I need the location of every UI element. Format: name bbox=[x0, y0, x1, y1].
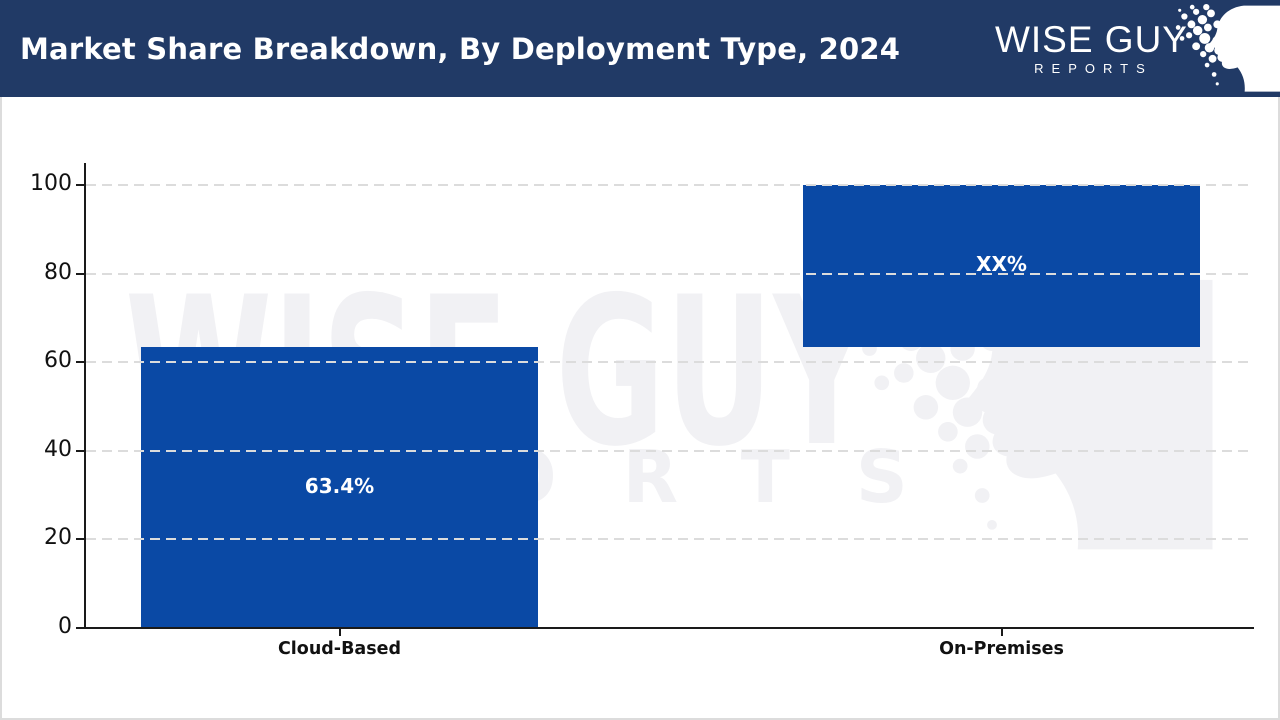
brand-wordmark: WISE GUY bbox=[994, 19, 1188, 60]
page-title: Market Share Breakdown, By Deployment Ty… bbox=[20, 31, 901, 66]
x-tickmark-2 bbox=[1000, 629, 1003, 636]
y-tickmark-60 bbox=[76, 361, 84, 364]
brand-logo: WISE GUY REPORTS bbox=[995, 0, 1280, 97]
y-tickmark-20 bbox=[76, 538, 84, 541]
y-tick-label-80: 80 bbox=[44, 259, 72, 285]
bar-cloud-based bbox=[141, 347, 538, 628]
y-tick-label-0: 0 bbox=[58, 614, 72, 639]
brand-face-icon bbox=[1175, 3, 1280, 92]
gridline-20 bbox=[86, 538, 1253, 541]
x-tick-label-1: Cloud-Based bbox=[277, 639, 402, 659]
y-tick-label-100: 100 bbox=[30, 171, 72, 196]
y-axis-line bbox=[84, 163, 86, 629]
gridline-40 bbox=[86, 449, 1253, 452]
y-tickmark-80 bbox=[76, 272, 84, 275]
gridline-80 bbox=[86, 272, 1253, 275]
y-tickmark-100 bbox=[76, 184, 84, 186]
y-tick-label-20: 20 bbox=[44, 525, 72, 551]
bar-value-label-2: XX% bbox=[976, 252, 1027, 277]
bar-value-label-1: 63.4% bbox=[304, 473, 375, 498]
x-axis-line bbox=[84, 627, 1254, 629]
x-tick-label-2: On-Premises bbox=[939, 639, 1064, 659]
gridline-100 bbox=[86, 184, 1253, 186]
gridline-60 bbox=[86, 361, 1253, 364]
y-tick-label-40: 40 bbox=[44, 436, 72, 462]
x-tickmark-1 bbox=[338, 629, 341, 636]
header: Market Share Breakdown, By Deployment Ty… bbox=[0, 0, 1280, 97]
brand-wordmark-block: WISE GUY REPORTS bbox=[995, 21, 1188, 76]
y-tickmark-40 bbox=[76, 449, 84, 452]
y-tick-label-60: 60 bbox=[44, 348, 72, 374]
y-tickmark-0 bbox=[76, 627, 84, 629]
brand-subtitle: REPORTS bbox=[1034, 61, 1153, 76]
